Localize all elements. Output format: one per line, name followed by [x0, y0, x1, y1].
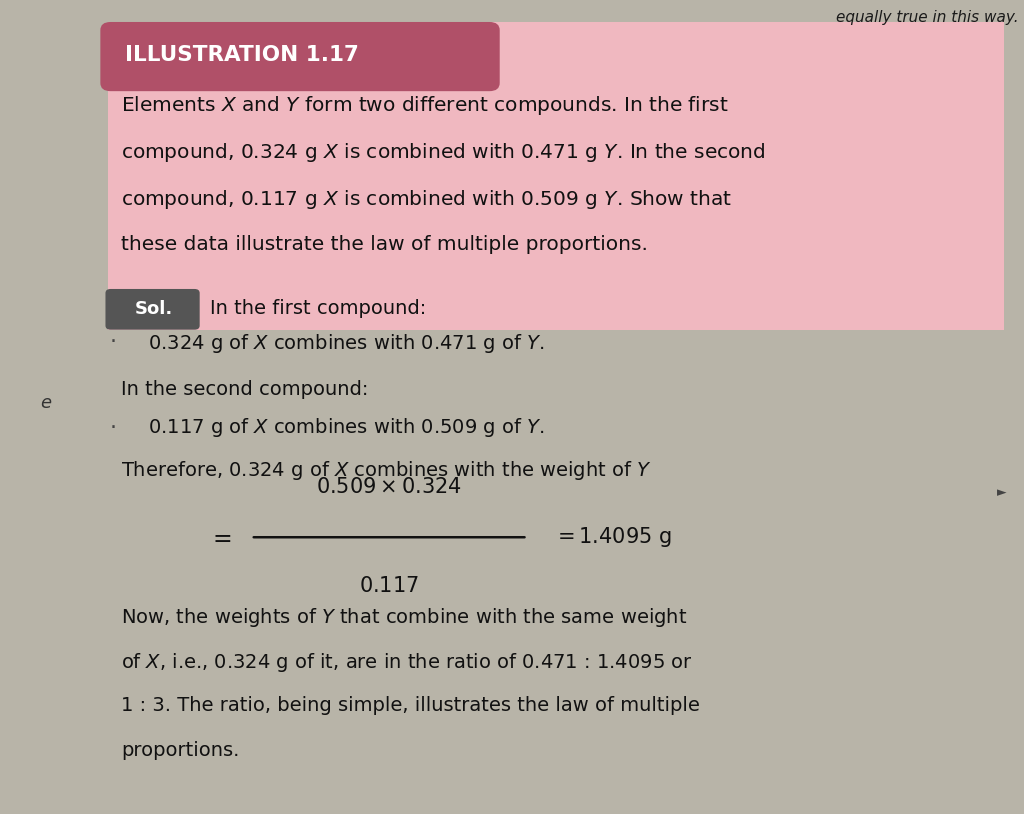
Text: ILLUSTRATION 1.17: ILLUSTRATION 1.17 [125, 46, 358, 65]
Text: 1 : 3. The ratio, being simple, illustrates the law of multiple: 1 : 3. The ratio, being simple, illustra… [121, 696, 699, 715]
Text: Elements $X$ and $Y$ form two different compounds. In the first: Elements $X$ and $Y$ form two different … [121, 94, 728, 116]
FancyBboxPatch shape [108, 22, 1004, 330]
Text: In the second compound:: In the second compound: [121, 379, 369, 399]
Text: In the first compound:: In the first compound: [210, 299, 426, 318]
Text: ►: ► [996, 486, 1007, 499]
Text: of $X$, i.e., 0.324 g of it, are in the ratio of 0.471 : 1.4095 or: of $X$, i.e., 0.324 g of it, are in the … [121, 651, 692, 674]
Text: these data illustrate the law of multiple proportions.: these data illustrate the law of multipl… [121, 235, 648, 254]
Text: Therefore, 0.324 g of $X$ combines with the weight of $Y$: Therefore, 0.324 g of $X$ combines with … [121, 459, 651, 482]
Text: $0.509 \times 0.324$: $0.509 \times 0.324$ [316, 477, 462, 497]
Text: 0.117 g of $X$ combines with 0.509 g of $Y$.: 0.117 g of $X$ combines with 0.509 g of … [148, 416, 545, 440]
Text: compound, 0.324 g $X$ is combined with 0.471 g $Y$. In the second: compound, 0.324 g $X$ is combined with 0… [121, 141, 765, 164]
Text: e: e [41, 394, 51, 412]
Text: compound, 0.117 g $X$ is combined with 0.509 g $Y$. Show that: compound, 0.117 g $X$ is combined with 0… [121, 188, 732, 211]
Text: ·: · [110, 332, 116, 352]
Text: $0.117$: $0.117$ [359, 576, 419, 596]
Text: Sol.: Sol. [134, 300, 173, 317]
Text: proportions.: proportions. [121, 741, 240, 759]
Text: ·: · [110, 418, 116, 438]
Text: $=1.4095$ g: $=1.4095$ g [553, 525, 672, 549]
Text: 0.324 g of $X$ combines with 0.471 g of $Y$.: 0.324 g of $X$ combines with 0.471 g of … [148, 332, 545, 355]
Text: $=$: $=$ [208, 525, 232, 549]
Text: equally true in this way.: equally true in this way. [837, 10, 1019, 24]
Text: Now, the weights of $Y$ that combine with the same weight: Now, the weights of $Y$ that combine wit… [121, 606, 687, 629]
FancyBboxPatch shape [105, 289, 200, 330]
FancyBboxPatch shape [100, 22, 500, 91]
